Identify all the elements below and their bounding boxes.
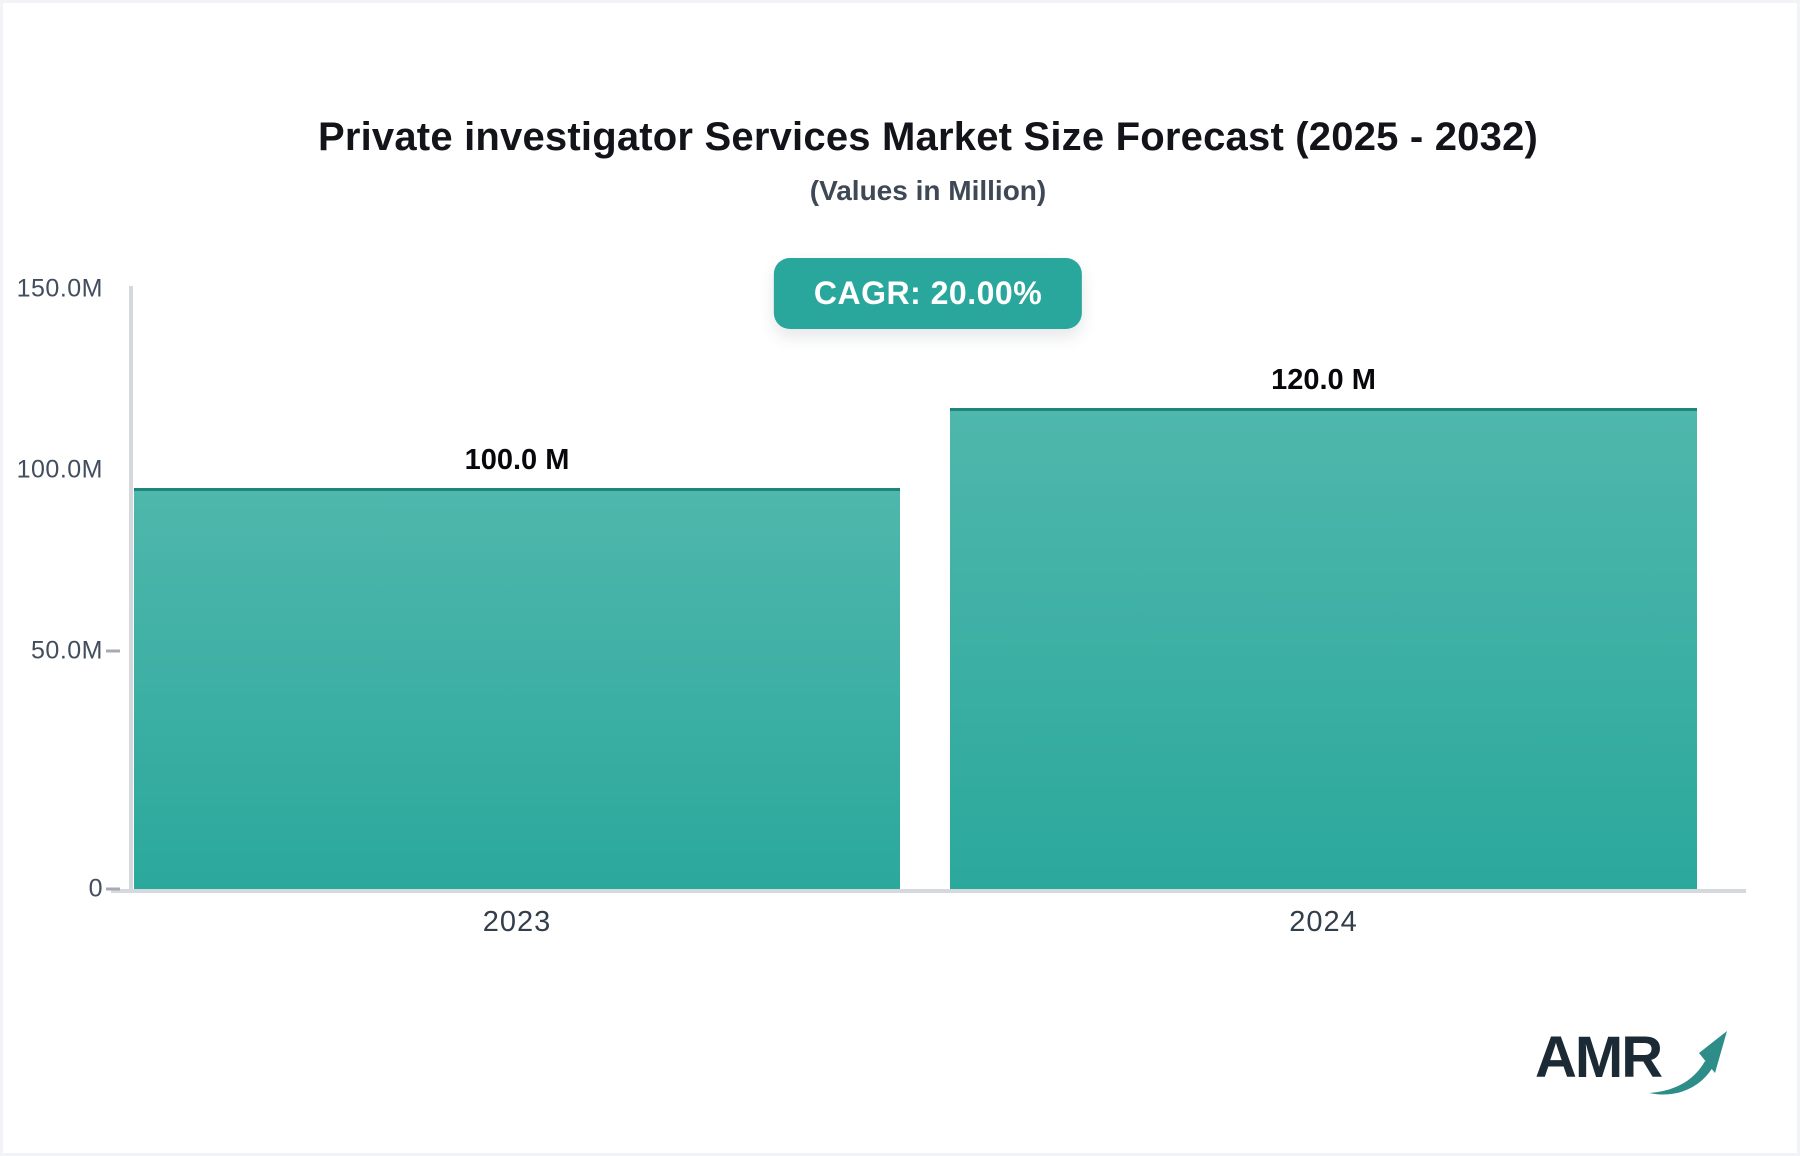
- x-axis-label-2023: 2023: [482, 906, 552, 938]
- amr-logo: AMR: [1535, 1029, 1731, 1101]
- bar-2023[interactable]: [134, 488, 900, 889]
- chart-title: Private investigator Services Market Siz…: [317, 115, 1539, 159]
- y-axis-tick-mark: [106, 887, 120, 891]
- x-axis-label-2024: 2024: [1289, 906, 1358, 938]
- amr-logo-text: AMR: [1535, 1025, 1663, 1090]
- y-axis-tick-mark: [106, 649, 120, 653]
- chart-subtitle: (Values in Million): [809, 175, 1047, 206]
- bar-2024[interactable]: [950, 408, 1697, 889]
- y-axis-tick-label: 0: [88, 874, 103, 903]
- y-axis-line: [129, 286, 133, 893]
- x-axis-line: [111, 889, 1746, 893]
- y-axis-tick-label: 100.0M: [16, 455, 103, 484]
- y-axis-tick-label: 150.0M: [16, 274, 103, 303]
- amr-logo-arrow-icon: [1649, 1031, 1728, 1095]
- cagr-badge: CAGR: 20.00%: [773, 258, 1083, 329]
- bar-value-label-2024: 120.0 M: [1271, 364, 1376, 396]
- bar-value-label-2023: 100.0 M: [464, 444, 570, 476]
- y-axis-tick-label: 50.0M: [31, 636, 103, 665]
